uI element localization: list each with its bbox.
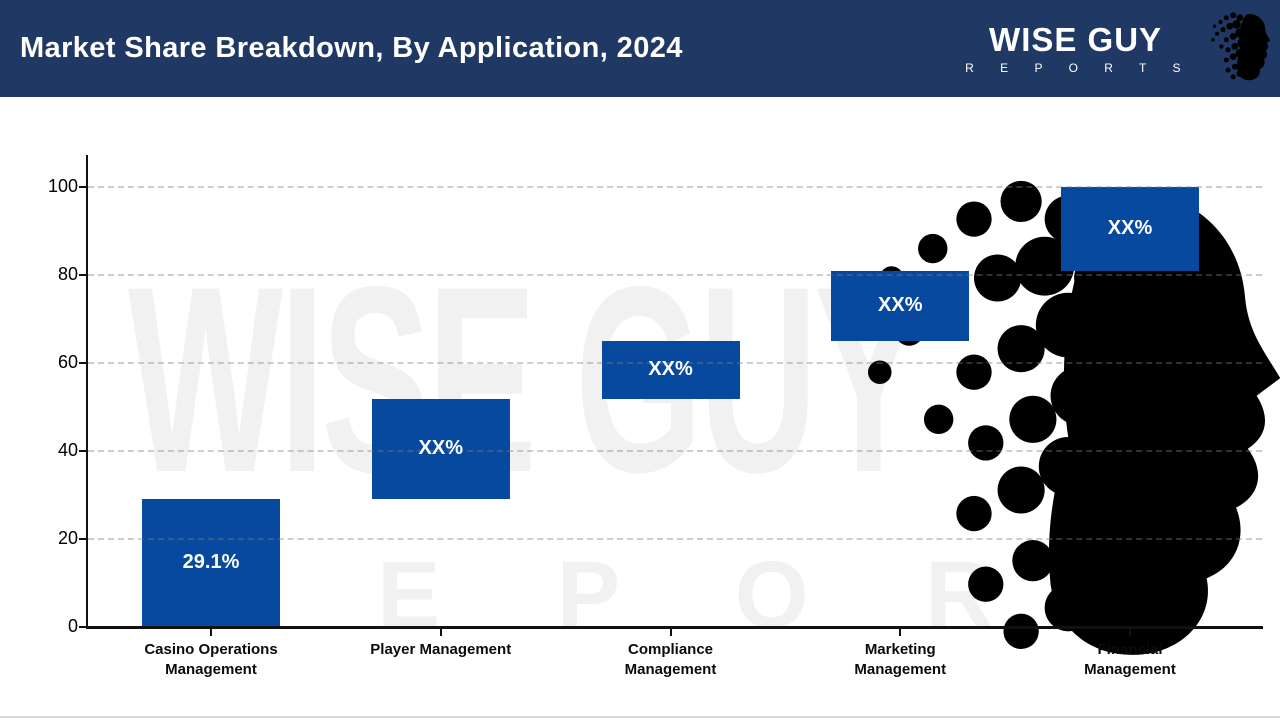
- bar-segment: [831, 270, 970, 341]
- bottom-divider: [0, 716, 1280, 718]
- chart-title: Market Share Breakdown, By Application, …: [20, 32, 683, 64]
- y-tick-20: [79, 537, 87, 540]
- bar-segment: [1061, 187, 1199, 271]
- y-tick-label-60: 60: [57, 351, 78, 372]
- y-tick-label-0: 0: [67, 615, 78, 636]
- watermark-wiseguy-text: WISE GUY: [128, 232, 924, 528]
- x-tick: [899, 629, 902, 636]
- x-tick: [439, 629, 442, 636]
- header-bar: Market Share Breakdown, By Application, …: [0, 0, 1280, 97]
- bar-value-label: XX%: [878, 293, 923, 316]
- x-category-label: Compliance Management: [624, 641, 717, 678]
- gridline-20: [88, 537, 1262, 540]
- bar-value-label: XX%: [1107, 216, 1153, 239]
- y-axis-line: [86, 155, 88, 629]
- gridline-60: [88, 361, 1262, 364]
- y-tick-label-80: 80: [57, 263, 78, 284]
- gridline-100: [88, 186, 1262, 188]
- x-category-label: Financial Management: [1084, 641, 1176, 678]
- logo-reports-label: R E P O R T S: [965, 61, 1192, 75]
- bar-segment: [142, 498, 280, 627]
- y-tick-40: [79, 449, 87, 452]
- x-tick: [210, 629, 212, 636]
- x-category-label: Casino Operations Management: [144, 641, 278, 678]
- bar-value-label: XX%: [648, 357, 693, 380]
- y-tick-label-100: 100: [47, 176, 78, 196]
- bar-segment: [371, 398, 510, 499]
- x-tick: [669, 629, 672, 636]
- bar-segment: [601, 340, 740, 399]
- x-category-label: Marketing Management: [854, 641, 947, 678]
- y-tick-label-20: 20: [57, 527, 78, 548]
- y-tick-label-40: 40: [57, 439, 78, 460]
- x-category-label: Player Management: [370, 641, 512, 658]
- gridline-80: [88, 273, 1262, 276]
- bar-value-label: 29.1%: [182, 550, 240, 573]
- x-tick: [1129, 629, 1131, 636]
- x-axis-line: [86, 626, 1263, 629]
- y-tick-0: [79, 625, 87, 628]
- y-tick-60: [79, 361, 87, 364]
- gridline-40: [88, 449, 1262, 452]
- bar-value-label: XX%: [418, 436, 463, 459]
- y-tick-80: [79, 273, 87, 276]
- y-tick-100: [79, 186, 87, 188]
- wise-guy-reports-logo: WISE GUY R E P O R T S: [959, 5, 1272, 93]
- logo-face-icon: [1211, 12, 1271, 81]
- logo-wiseguy-label: WISE GUY: [989, 21, 1163, 58]
